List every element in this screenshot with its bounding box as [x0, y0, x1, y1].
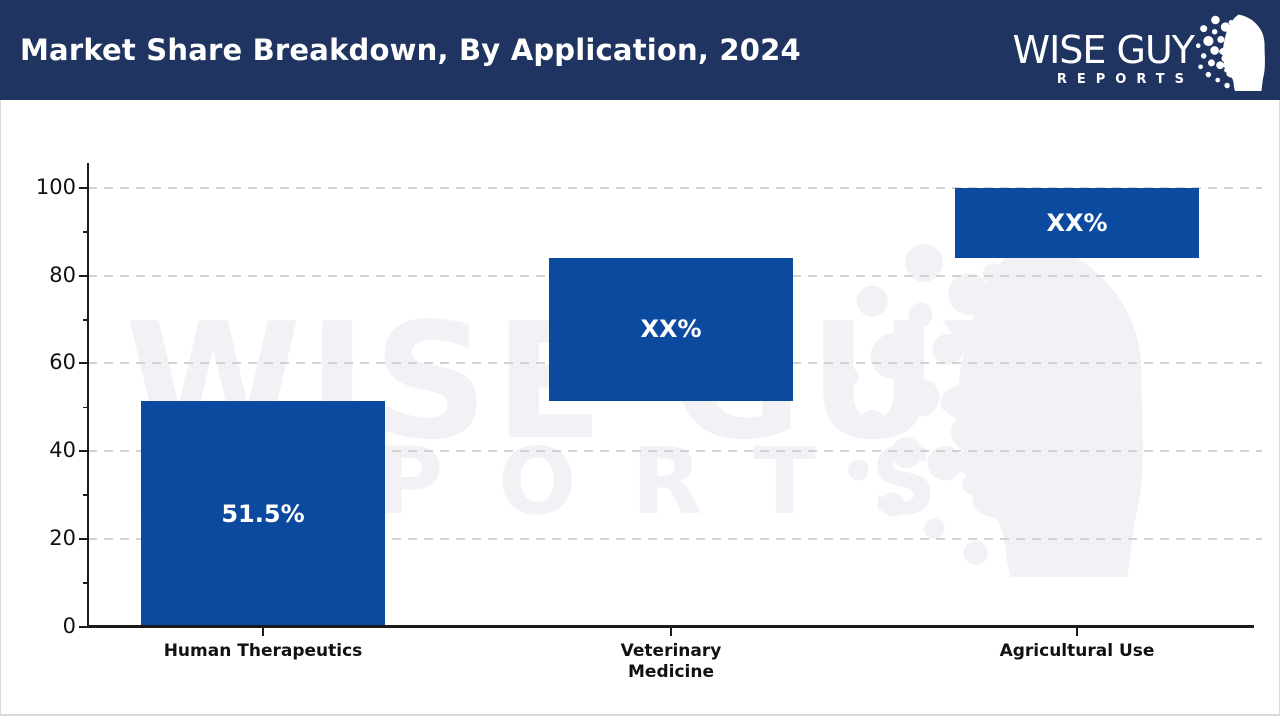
y-tick-label: 60 [49, 350, 76, 375]
bar: XX% [955, 188, 1199, 259]
y-tick [79, 362, 88, 365]
bar-value-label: XX% [640, 315, 702, 344]
x-axis-line [87, 625, 1254, 628]
y-tick [79, 625, 88, 628]
y-tick [79, 274, 88, 277]
y-minor-tick [83, 582, 88, 584]
y-tick [79, 450, 88, 453]
bar-value-label: 51.5% [221, 499, 305, 528]
chart-title: Market Share Breakdown, By Application, … [20, 33, 801, 67]
y-tick-label: 0 [62, 613, 76, 638]
brand-logo: WISE GUY REPORTS [1013, 6, 1266, 96]
x-category-label: Veterinary Medicine [620, 641, 722, 683]
y-gridline [88, 537, 1262, 540]
bar-value-label: XX% [1046, 209, 1108, 238]
watermark-head-icon [837, 238, 1144, 577]
y-minor-tick [83, 319, 88, 321]
header-bar: Market Share Breakdown, By Application, … [0, 0, 1280, 100]
brand-head-icon [1195, 14, 1265, 92]
x-tick [670, 628, 672, 636]
y-tick-label: 40 [49, 438, 76, 463]
y-minor-tick [83, 406, 88, 409]
x-tick [1076, 628, 1078, 636]
y-gridline [88, 450, 1262, 453]
frame-left-border [0, 100, 1, 715]
x-category-label: Human Therapeutics [163, 641, 363, 661]
frame-bottom-border [0, 714, 1280, 716]
y-gridline [88, 187, 1262, 189]
brand-name: WISE GUY [1012, 28, 1195, 72]
y-tick [79, 187, 88, 189]
x-category-label: Agricultural Use [999, 641, 1155, 661]
y-tick-label: 20 [49, 525, 76, 550]
bar: XX% [549, 258, 793, 401]
y-axis-line [87, 163, 89, 628]
y-minor-tick [83, 231, 88, 233]
brand-subname: REPORTS [1056, 72, 1194, 87]
chart-plot-area: 0 20 40 60 80 100 51.5% XX% XX% Human Therapeutic… [0, 100, 1280, 720]
y-tick [79, 537, 88, 540]
y-tick-label: 100 [35, 175, 76, 199]
y-minor-tick [83, 494, 88, 496]
y-tick-label: 80 [49, 262, 76, 287]
bar: 51.5% [141, 400, 385, 627]
x-tick [262, 628, 264, 636]
